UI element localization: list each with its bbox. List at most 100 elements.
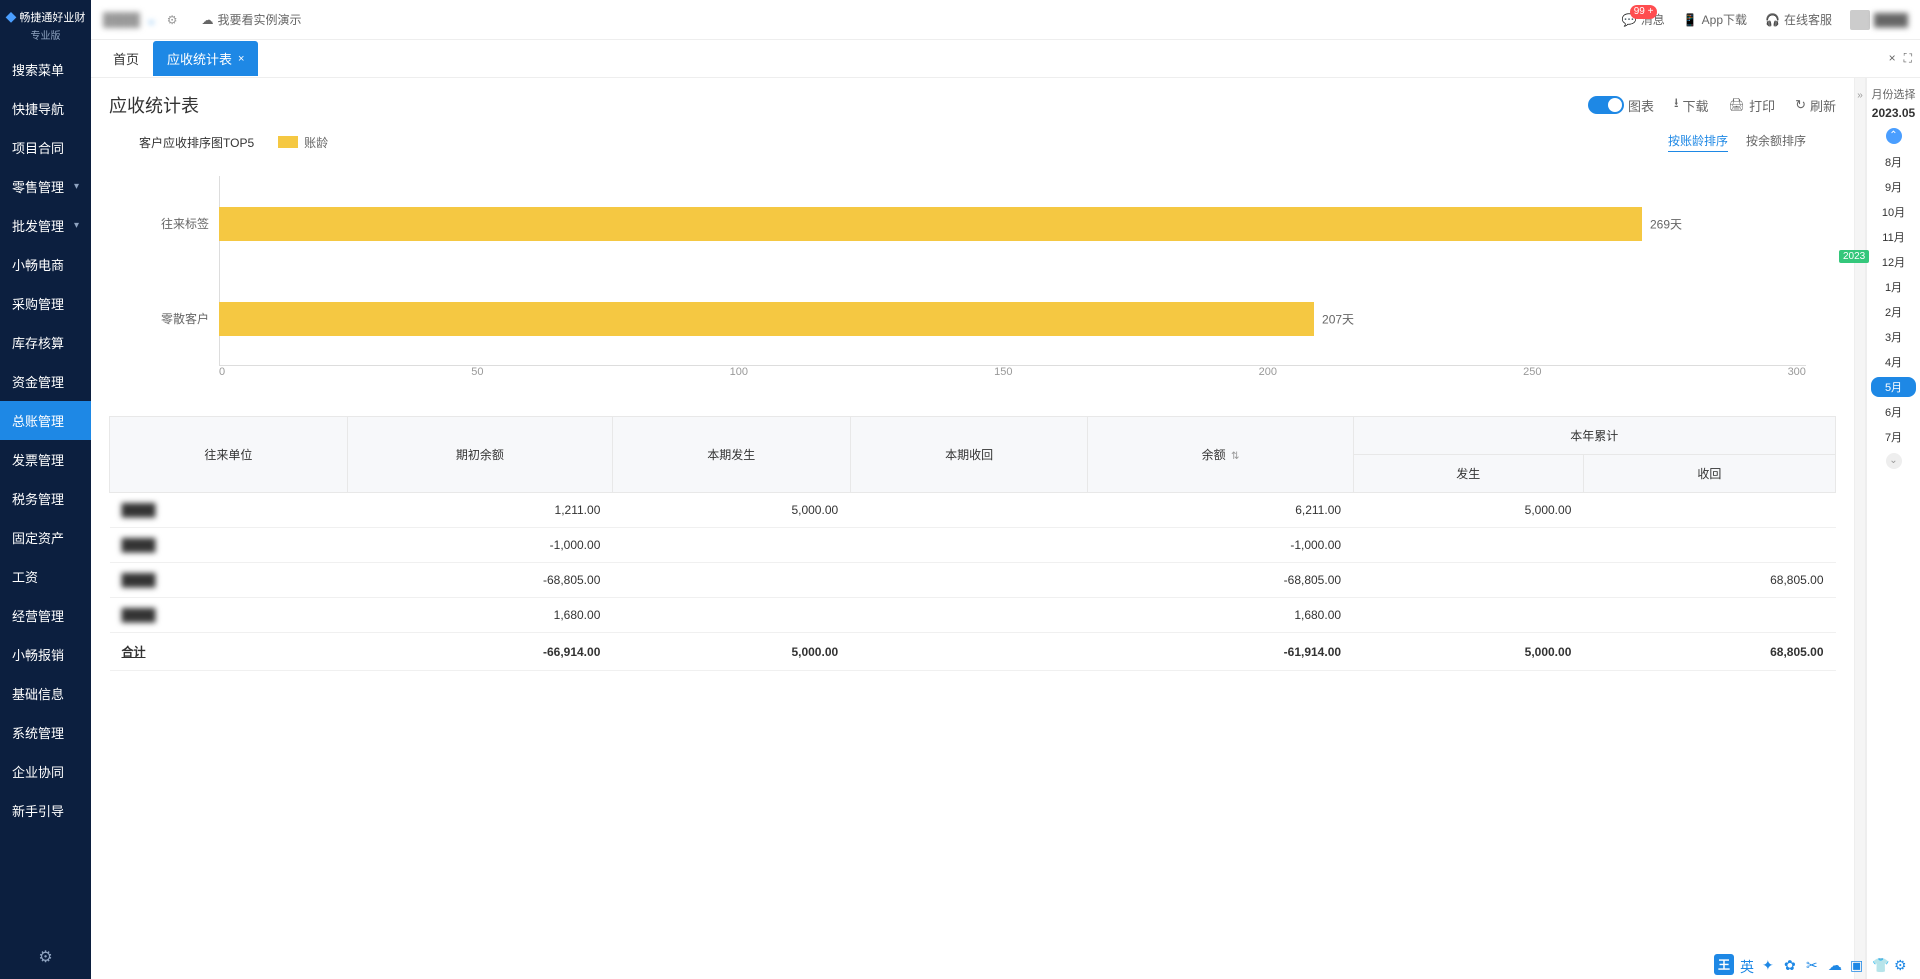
sidebar-item-7[interactable]: 库存核算 [0, 323, 91, 362]
col-occur[interactable]: 本期发生 [612, 417, 850, 493]
user-menu[interactable]: ████ [1850, 10, 1908, 30]
fullscreen-icon[interactable]: ⛶ [1904, 51, 1912, 66]
sidebar-item-12[interactable]: 固定资产 [0, 518, 91, 557]
col-recover[interactable]: 本期收回 [850, 417, 1088, 493]
sidebar-item-17[interactable]: 系统管理 [0, 713, 91, 752]
table-cell: -66,914.00 [347, 633, 612, 671]
app-label: App下载 [1702, 11, 1747, 28]
sidebar-item-14[interactable]: 经营管理 [0, 596, 91, 635]
sidebar-item-label: 企业协同 [12, 762, 64, 781]
sidebar-item-8[interactable]: 资金管理 [0, 362, 91, 401]
sidebar-item-label: 总账管理 [12, 411, 64, 430]
month-item[interactable]: 10月 [1871, 202, 1916, 222]
month-item[interactable]: 12月 [1871, 252, 1916, 272]
sidebar-item-2[interactable]: 项目合同 [0, 128, 91, 167]
ime-badge[interactable]: 王 [1714, 954, 1734, 975]
close-icon[interactable]: × [238, 53, 244, 65]
ime-icon-1[interactable]: ✦ [1762, 957, 1778, 973]
settings-gear-icon[interactable]: ⚙ [0, 935, 91, 979]
sidebar-item-16[interactable]: 基础信息 [0, 674, 91, 713]
month-item[interactable]: 11月 [1871, 227, 1916, 247]
table-cell [1353, 528, 1583, 563]
sidebar-item-15[interactable]: 小畅报销 [0, 635, 91, 674]
month-item[interactable]: 9月 [1871, 177, 1916, 197]
close-all-icon[interactable]: × [1889, 51, 1896, 66]
logo-icon: ◆ [6, 8, 17, 25]
col-begin[interactable]: 期初余额 [347, 417, 612, 493]
chart-bar[interactable]: 269天 [219, 207, 1642, 241]
table-row[interactable]: ████-68,805.00-68,805.0068,805.00 [110, 563, 1836, 598]
col-year-occur[interactable]: 发生 [1353, 455, 1583, 493]
refresh-icon: ↻ [1795, 97, 1806, 113]
month-item[interactable]: 8月 [1871, 152, 1916, 172]
month-item[interactable]: 4月 [1871, 352, 1916, 372]
sidebar-item-1[interactable]: 快捷导航 [0, 89, 91, 128]
download-button[interactable]: ⭳ 下载 [1674, 94, 1709, 116]
service-button[interactable]: 🎧 在线客服 [1765, 11, 1832, 28]
collapse-handle[interactable]: » [1854, 78, 1866, 979]
ime-icon-5[interactable]: ▣ [1850, 957, 1866, 973]
col-unit[interactable]: 往来单位 [110, 417, 348, 493]
sidebar-item-10[interactable]: 发票管理 [0, 440, 91, 479]
sidebar-item-13[interactable]: 工资 [0, 557, 91, 596]
month-down-icon[interactable]: ⌄ [1886, 453, 1902, 469]
sort-icon[interactable]: ⇅ [1231, 451, 1239, 462]
tab-home[interactable]: 首页 [99, 41, 153, 76]
tab-receivables[interactable]: 应收统计表 × [153, 41, 258, 76]
table-cell: ████ [110, 493, 348, 528]
chevron-down-icon: ▾ [74, 181, 79, 192]
refresh-button[interactable]: ↻ 刷新 [1795, 96, 1836, 115]
company-selector[interactable]: ████ ⌄ [103, 12, 157, 28]
ime-lang[interactable]: 英 [1740, 957, 1756, 973]
sidebar-item-9[interactable]: 总账管理 [0, 401, 91, 440]
month-item[interactable]: 2月 [1871, 302, 1916, 322]
bar-value: 207天 [1322, 310, 1354, 327]
page-header: 应收统计表 图表 ⭳ 下载 🖨 打印 [109, 92, 1836, 118]
table-cell: 6,211.00 [1088, 493, 1353, 528]
bulb-icon: ☁ [202, 13, 214, 27]
sidebar-item-3[interactable]: 零售管理▾ [0, 167, 91, 206]
sidebar-item-18[interactable]: 企业协同 [0, 752, 91, 791]
sidebar-item-11[interactable]: 税务管理 [0, 479, 91, 518]
ime-icon-7[interactable]: ⚙ [1894, 957, 1910, 973]
chart-bars: 往来标签269天零散客户207天 [219, 176, 1806, 366]
ime-icon-6[interactable]: 👕 [1872, 957, 1888, 973]
message-button[interactable]: 💬 消息 99 + [1622, 11, 1665, 28]
sort-by-age-link[interactable]: 按账龄排序 [1668, 132, 1728, 152]
gear-icon[interactable]: ⚙ [167, 13, 178, 27]
month-item[interactable]: 5月 [1871, 377, 1916, 397]
month-item[interactable]: 7月 [1871, 427, 1916, 447]
axis-tick: 200 [1259, 366, 1277, 396]
month-up-icon[interactable]: ⌃ [1886, 128, 1902, 144]
table-row[interactable]: ████1,211.005,000.006,211.005,000.00 [110, 493, 1836, 528]
chart-bar[interactable]: 207天 [219, 302, 1314, 336]
print-button[interactable]: 🖨 打印 [1729, 96, 1776, 115]
chart-toggle[interactable]: 图表 [1588, 96, 1654, 115]
table-cell: 5,000.00 [612, 633, 850, 671]
app-download-button[interactable]: 📱 App下载 [1683, 11, 1747, 28]
sidebar-item-19[interactable]: 新手引导 [0, 791, 91, 830]
table-row[interactable]: ████-1,000.00-1,000.00 [110, 528, 1836, 563]
month-item[interactable]: 6月 [1871, 402, 1916, 422]
sidebar-item-label: 工资 [12, 567, 38, 586]
sidebar-item-6[interactable]: 采购管理 [0, 284, 91, 323]
month-item[interactable]: 3月 [1871, 327, 1916, 347]
ime-icon-3[interactable]: ✂ [1806, 957, 1822, 973]
col-year-recover[interactable]: 收回 [1583, 455, 1835, 493]
legend-item: 账龄 [278, 134, 328, 151]
demo-link[interactable]: ☁ 我要看实例演示 [202, 11, 302, 28]
sidebar-item-5[interactable]: 小畅电商 [0, 245, 91, 284]
bar-value: 269天 [1650, 215, 1682, 232]
month-panel: 月份选择 2023.05 ⌃ 8月9月10月11月12月1月2月3月4月5月6月… [1866, 78, 1920, 979]
sidebar-item-4[interactable]: 批发管理▾ [0, 206, 91, 245]
sidebar: ◆ 畅捷通好业财 专业版 搜索菜单快捷导航项目合同零售管理▾批发管理▾小畅电商采… [0, 0, 91, 979]
sort-by-amount-link[interactable]: 按余额排序 [1746, 132, 1806, 152]
ime-icon-2[interactable]: ✿ [1784, 957, 1800, 973]
ime-icon-4[interactable]: ☁ [1828, 957, 1844, 973]
table-row[interactable]: ████1,680.001,680.00 [110, 598, 1836, 633]
col-balance[interactable]: 余额 ⇅ [1088, 417, 1353, 493]
sidebar-item-0[interactable]: 搜索菜单 [0, 50, 91, 89]
month-item[interactable]: 1月 [1871, 277, 1916, 297]
toggle-switch[interactable] [1588, 96, 1624, 114]
table-cell: 1,211.00 [347, 493, 612, 528]
